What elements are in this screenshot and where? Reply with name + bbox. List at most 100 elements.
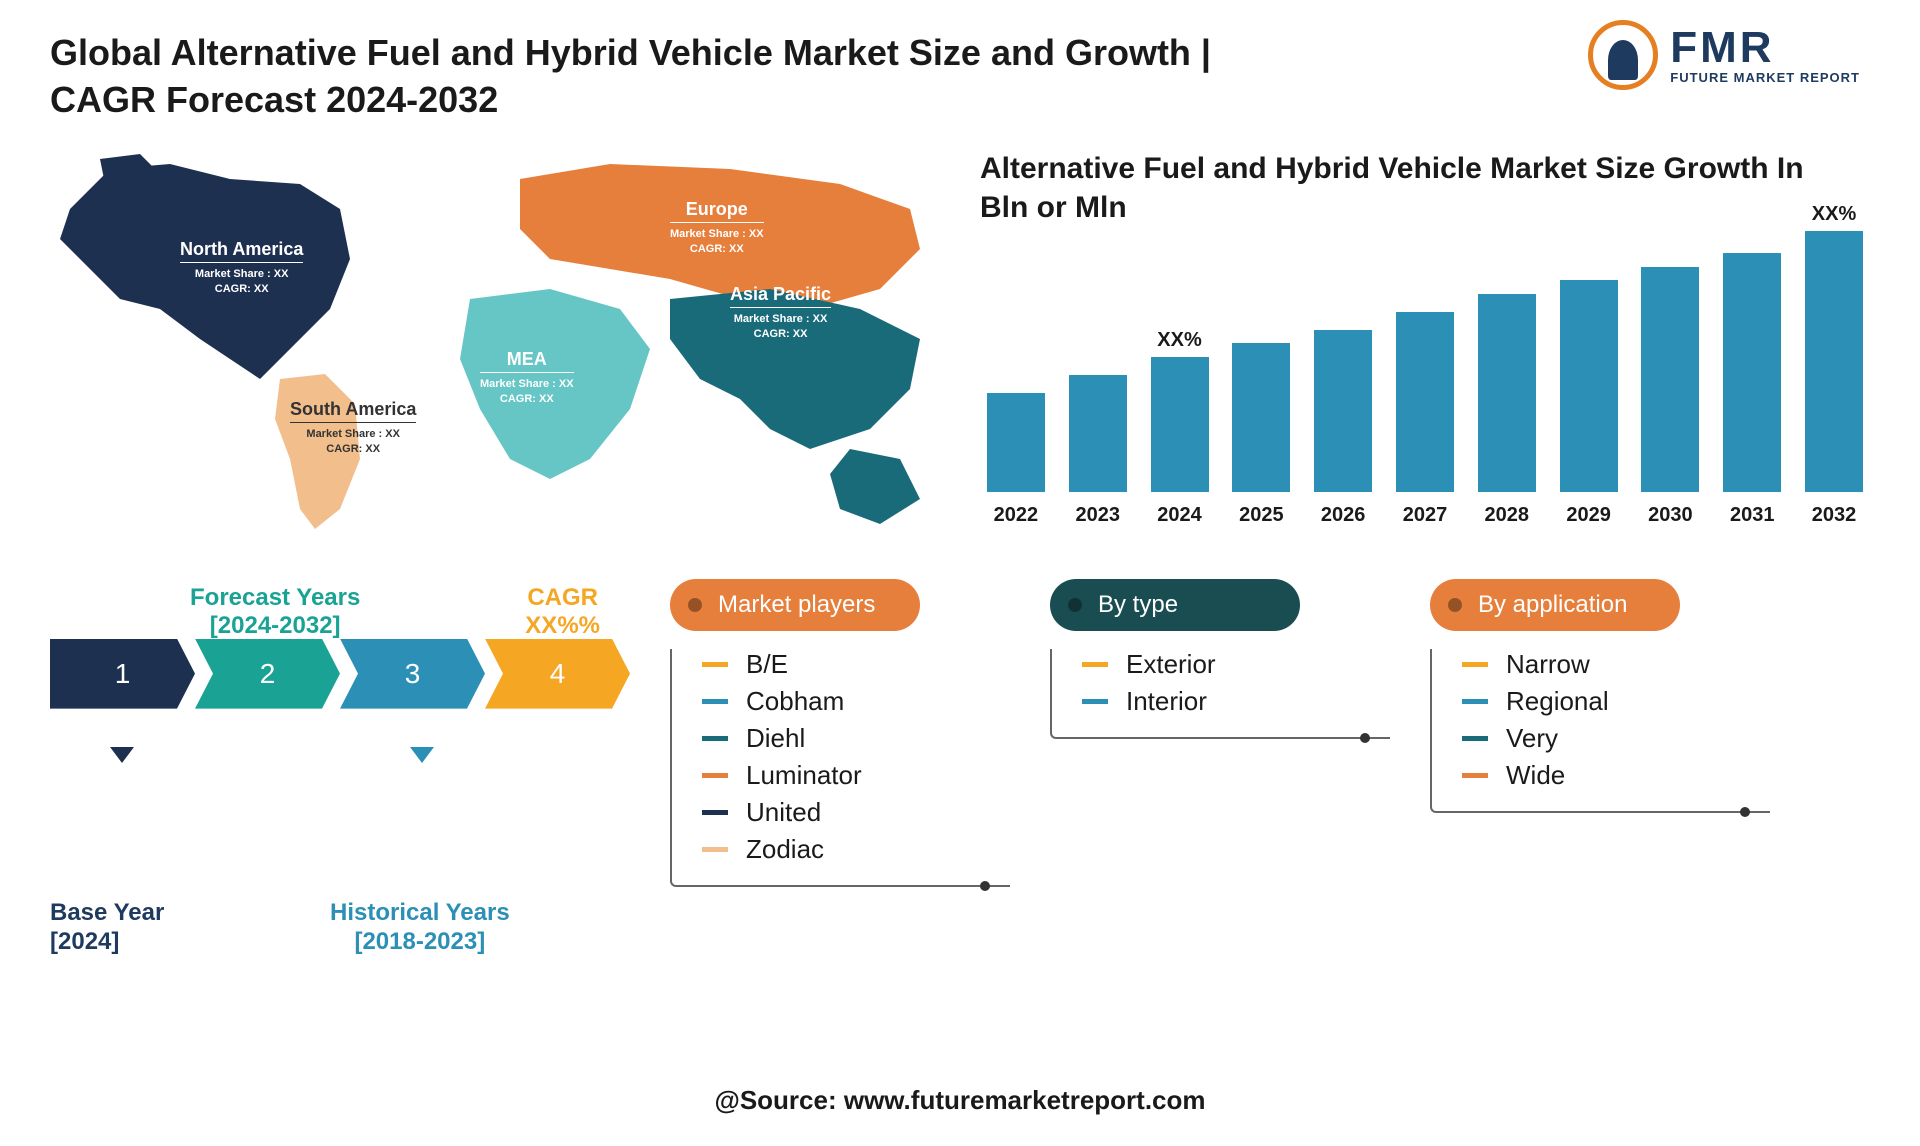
logo-icon bbox=[1588, 20, 1658, 90]
by-application-section: By application Narrow Regional Very Wide bbox=[1430, 579, 1770, 887]
bar-item: XX%2032 bbox=[1798, 231, 1870, 527]
bar-year-label: 2026 bbox=[1321, 504, 1366, 527]
bar bbox=[1478, 294, 1536, 492]
list-item: Diehl bbox=[702, 723, 1010, 754]
list-item-label: United bbox=[746, 797, 821, 828]
dash-icon bbox=[1462, 773, 1488, 778]
label-south-america: South America Market Share : XXCAGR: XX bbox=[290, 399, 416, 458]
list-item-label: B/E bbox=[746, 649, 788, 680]
bar-year-label: 2031 bbox=[1730, 504, 1775, 527]
bar-year-label: 2022 bbox=[994, 504, 1039, 527]
list-market-players: B/E Cobham Diehl Luminator United Zodiac bbox=[670, 649, 1010, 887]
bar-year-label: 2024 bbox=[1157, 504, 1202, 527]
list-item-label: Narrow bbox=[1506, 649, 1590, 680]
bar-item: 2023 bbox=[1062, 375, 1134, 527]
dash-icon bbox=[702, 847, 728, 852]
bar bbox=[1396, 312, 1454, 492]
list-item: Very bbox=[1462, 723, 1770, 754]
timeline-step-4: 4 bbox=[485, 639, 630, 709]
label-base-year: Base Year[2024] bbox=[50, 899, 164, 957]
timeline-step-2: 2 bbox=[195, 639, 340, 709]
bar-item: 2022 bbox=[980, 393, 1052, 527]
list-item: Cobham bbox=[702, 686, 1010, 717]
label-historical-years: Historical Years[2018-2023] bbox=[330, 899, 510, 957]
list-item-label: Zodiac bbox=[746, 834, 824, 865]
logo-sub-text: FUTURE MARKET REPORT bbox=[1670, 70, 1860, 85]
bar-item: 2026 bbox=[1307, 330, 1379, 527]
bar-year-label: 2028 bbox=[1485, 504, 1530, 527]
list-item: Zodiac bbox=[702, 834, 1010, 865]
bar bbox=[987, 393, 1045, 492]
page-title: Global Alternative Fuel and Hybrid Vehic… bbox=[50, 30, 1270, 124]
bar-pct-label: XX% bbox=[1812, 203, 1856, 226]
bar-year-label: 2030 bbox=[1648, 504, 1693, 527]
bar bbox=[1069, 375, 1127, 492]
list-item-label: Very bbox=[1506, 723, 1558, 754]
list-item-label: Exterior bbox=[1126, 649, 1216, 680]
dash-icon bbox=[702, 773, 728, 778]
dash-icon bbox=[702, 662, 728, 667]
logo-fmr-text: FMR bbox=[1670, 26, 1860, 70]
list-item: Exterior bbox=[1082, 649, 1390, 680]
bar bbox=[1314, 330, 1372, 492]
bar-item: 2028 bbox=[1471, 294, 1543, 527]
bar-year-label: 2027 bbox=[1403, 504, 1448, 527]
chart-title: Alternative Fuel and Hybrid Vehicle Mark… bbox=[980, 149, 1870, 227]
bar bbox=[1560, 280, 1618, 492]
bar bbox=[1151, 357, 1209, 492]
pill-by-application: By application bbox=[1430, 579, 1680, 631]
label-north-america: North America Market Share : XXCAGR: XX bbox=[180, 239, 303, 298]
dash-icon bbox=[702, 699, 728, 704]
bar-item: 2030 bbox=[1635, 267, 1707, 527]
pill-market-players: Market players bbox=[670, 579, 920, 631]
bar-item: 2031 bbox=[1716, 253, 1788, 527]
dash-icon bbox=[702, 810, 728, 815]
bar bbox=[1805, 231, 1863, 492]
list-by-type: Exterior Interior bbox=[1050, 649, 1390, 739]
pill-by-type: By type bbox=[1050, 579, 1300, 631]
bar-item: 2027 bbox=[1389, 312, 1461, 527]
list-item-label: Regional bbox=[1506, 686, 1609, 717]
bar-chart: 2022 2023 XX% 2024 2025 2026 2027 2028 2029 2030 2… bbox=[980, 237, 1870, 527]
list-item: Luminator bbox=[702, 760, 1010, 791]
bar-year-label: 2023 bbox=[1075, 504, 1120, 527]
list-item-label: Diehl bbox=[746, 723, 805, 754]
timeline-step-3: 3 bbox=[340, 639, 485, 709]
list-item: B/E bbox=[702, 649, 1010, 680]
bar-item: 2029 bbox=[1553, 280, 1625, 527]
list-item-label: Wide bbox=[1506, 760, 1565, 791]
timeline-step-1: 1 bbox=[50, 639, 195, 709]
dash-icon bbox=[1462, 699, 1488, 704]
label-asia-pacific: Asia Pacific Market Share : XXCAGR: XX bbox=[730, 284, 831, 343]
dash-icon bbox=[1462, 736, 1488, 741]
market-players-section: Market players B/E Cobham Diehl Luminator Un… bbox=[670, 579, 1010, 887]
list-item: United bbox=[702, 797, 1010, 828]
list-item: Regional bbox=[1462, 686, 1770, 717]
label-europe: Europe Market Share : XXCAGR: XX bbox=[670, 199, 764, 258]
label-mea: MEA Market Share : XXCAGR: XX bbox=[480, 349, 574, 408]
list-item: Narrow bbox=[1462, 649, 1770, 680]
bar bbox=[1232, 343, 1290, 492]
list-by-application: Narrow Regional Very Wide bbox=[1430, 649, 1770, 813]
source-text: @Source: www.futuremarketreport.com bbox=[714, 1085, 1205, 1116]
list-item-label: Cobham bbox=[746, 686, 844, 717]
dash-icon bbox=[702, 736, 728, 741]
bar-chart-section: Alternative Fuel and Hybrid Vehicle Mark… bbox=[980, 149, 1870, 539]
bar-year-label: 2032 bbox=[1812, 504, 1857, 527]
dash-icon bbox=[1082, 699, 1108, 704]
bar-pct-label: XX% bbox=[1157, 329, 1201, 352]
world-map: North America Market Share : XXCAGR: XX … bbox=[50, 149, 950, 539]
arrow-down-historical-icon bbox=[410, 747, 434, 763]
bar-item: 2025 bbox=[1225, 343, 1297, 527]
label-cagr: CAGRXX%% bbox=[525, 584, 600, 642]
bar bbox=[1723, 253, 1781, 492]
list-item: Wide bbox=[1462, 760, 1770, 791]
dash-icon bbox=[1462, 662, 1488, 667]
by-type-section: By type Exterior Interior bbox=[1050, 579, 1390, 887]
list-item-label: Luminator bbox=[746, 760, 862, 791]
dash-icon bbox=[1082, 662, 1108, 667]
list-item: Interior bbox=[1082, 686, 1390, 717]
label-forecast-years: Forecast Years[2024-2032] bbox=[190, 584, 360, 642]
bar-year-label: 2029 bbox=[1566, 504, 1611, 527]
fmr-logo: FMR FUTURE MARKET REPORT bbox=[1588, 20, 1860, 90]
